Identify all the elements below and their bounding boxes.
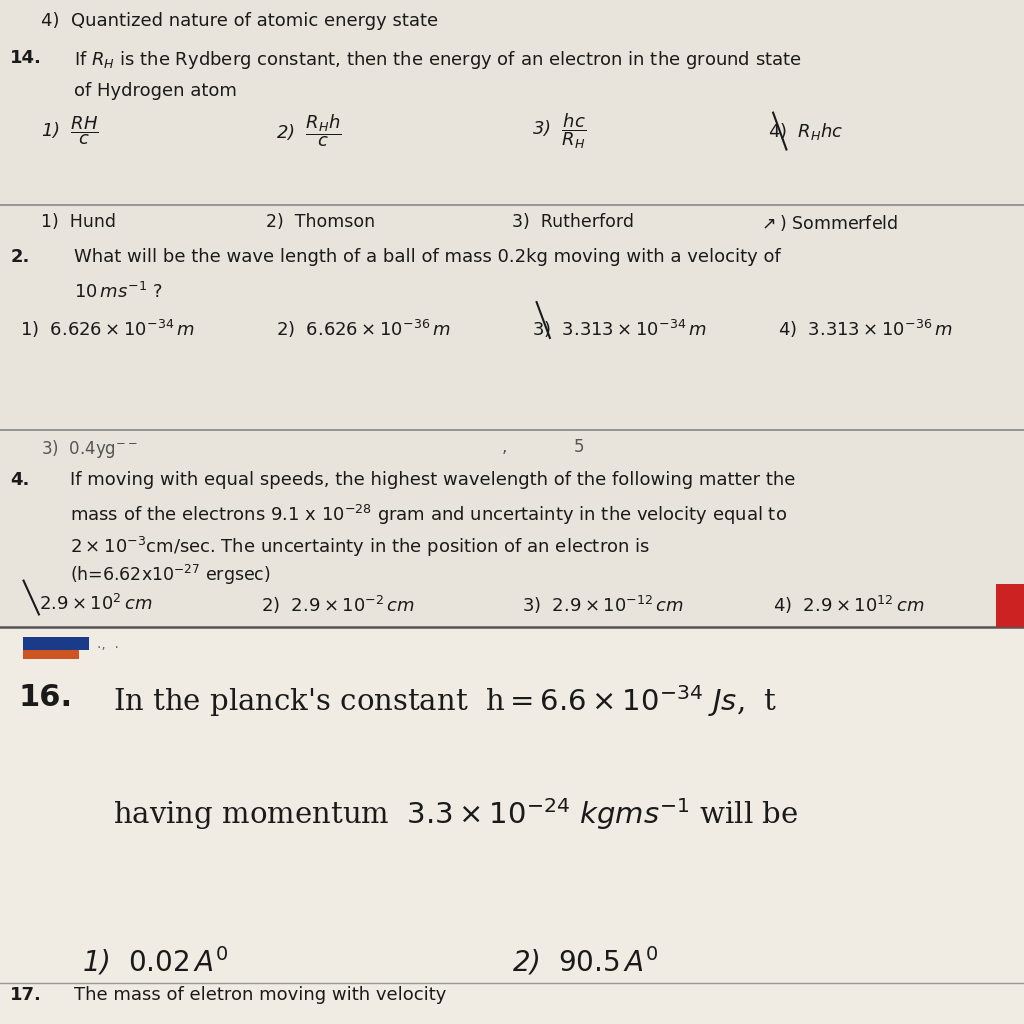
Text: $\nearrow$) Sommerfeld: $\nearrow$) Sommerfeld — [758, 213, 898, 233]
Text: 16.: 16. — [18, 683, 73, 712]
Text: 14.: 14. — [10, 49, 42, 68]
Bar — [0, 430, 1024, 627]
Text: 3)  0.4yg$^{--}$: 3) 0.4yg$^{--}$ — [41, 438, 138, 460]
Text: (h=6.62x$10^{-27}$ ergsec): (h=6.62x$10^{-27}$ ergsec) — [70, 563, 270, 588]
Text: 1)  Hund: 1) Hund — [41, 213, 116, 231]
Text: of Hydrogen atom: of Hydrogen atom — [74, 82, 237, 100]
Text: In the planck's constant  h$=6.6\times10^{-34}$ $Js$,  t: In the planck's constant h$=6.6\times10^… — [113, 683, 777, 719]
Bar — [0, 0, 1024, 205]
Text: 4.: 4. — [10, 471, 30, 489]
Bar — [996, 584, 1024, 627]
Text: 2)  $\dfrac{R_H h}{c}$: 2) $\dfrac{R_H h}{c}$ — [276, 113, 342, 150]
Text: 1)  $6.626\times10^{-34}\,m$: 1) $6.626\times10^{-34}\,m$ — [20, 317, 196, 340]
Text: .,  .: ., . — [97, 637, 119, 651]
Bar — [23, 650, 79, 659]
Text: $2\times10^{-3}$cm/sec. The uncertainty in the position of an electron is: $2\times10^{-3}$cm/sec. The uncertainty … — [70, 535, 649, 559]
Text: mass of the electrons 9.1 x $10^{-28}$ gram and uncertainty in the velocity equa: mass of the electrons 9.1 x $10^{-28}$ g… — [70, 503, 786, 527]
Text: The mass of eletron moving with velocity: The mass of eletron moving with velocity — [74, 986, 446, 1005]
Text: 4)  $R_H hc$: 4) $R_H hc$ — [768, 121, 844, 141]
Text: 2)  $90.5\,A^0$: 2) $90.5\,A^0$ — [512, 944, 658, 977]
Text: If $R_H$ is the Rydberg constant, then the energy of an electron in the ground s: If $R_H$ is the Rydberg constant, then t… — [74, 49, 802, 71]
Text: 3)  $\dfrac{hc}{R_H}$: 3) $\dfrac{hc}{R_H}$ — [532, 112, 587, 151]
Text: 1)  $0.02\,A^0$: 1) $0.02\,A^0$ — [82, 944, 228, 977]
Text: $2.9\times10^{2}\,cm$: $2.9\times10^{2}\,cm$ — [39, 594, 153, 614]
Text: 4)  $3.313\times10^{-36}\,m$: 4) $3.313\times10^{-36}\,m$ — [778, 317, 953, 340]
Text: 1)  $\dfrac{RH}{c}$: 1) $\dfrac{RH}{c}$ — [41, 115, 99, 147]
Bar — [0, 205, 1024, 430]
Text: 3)  $2.9\times10^{-12}\,cm$: 3) $2.9\times10^{-12}\,cm$ — [522, 594, 684, 616]
Bar — [0, 627, 1024, 1024]
Text: having momentum  $3.3\times10^{-24}$ $kgms^{-1}$ will be: having momentum $3.3\times10^{-24}$ $kgm… — [113, 796, 798, 831]
Text: What will be the wave length of a ball of mass 0.2kg moving with a velocity of: What will be the wave length of a ball o… — [74, 248, 780, 266]
Text: 2)  Thomson: 2) Thomson — [266, 213, 376, 231]
Text: If moving with equal speeds, the highest wavelength of the following matter the: If moving with equal speeds, the highest… — [70, 471, 795, 489]
Text: $10\,ms^{-1}$ ?: $10\,ms^{-1}$ ? — [74, 282, 163, 302]
Text: 4)  Quantized nature of atomic energy state: 4) Quantized nature of atomic energy sta… — [41, 12, 438, 31]
Text: 3)  Rutherford: 3) Rutherford — [512, 213, 634, 231]
Text: 3)  $3.313\times10^{-34}\,m$: 3) $3.313\times10^{-34}\,m$ — [532, 317, 708, 340]
Text: 2.: 2. — [10, 248, 30, 266]
Text: 4)  $2.9\times10^{12}\,cm$: 4) $2.9\times10^{12}\,cm$ — [773, 594, 925, 616]
Bar — [23, 637, 89, 650]
Text: ,: , — [502, 438, 507, 457]
Text: 2)  $2.9\times10^{-2}\,cm$: 2) $2.9\times10^{-2}\,cm$ — [261, 594, 415, 616]
Text: 17.: 17. — [10, 986, 42, 1005]
Text: 5: 5 — [573, 438, 584, 457]
Text: 2)  $6.626\times10^{-36}\,m$: 2) $6.626\times10^{-36}\,m$ — [276, 317, 452, 340]
